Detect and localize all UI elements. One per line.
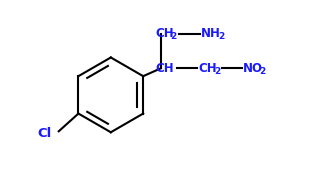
Text: 2: 2 [171,32,177,41]
Text: NH: NH [201,27,221,40]
Text: NO: NO [243,62,263,75]
Text: 2: 2 [214,67,220,76]
Text: 2: 2 [259,67,265,76]
Text: Cl: Cl [37,127,51,140]
Text: CH: CH [155,62,174,75]
Text: CH: CH [155,27,174,40]
Text: CH: CH [198,62,217,75]
Text: 2: 2 [218,32,224,41]
